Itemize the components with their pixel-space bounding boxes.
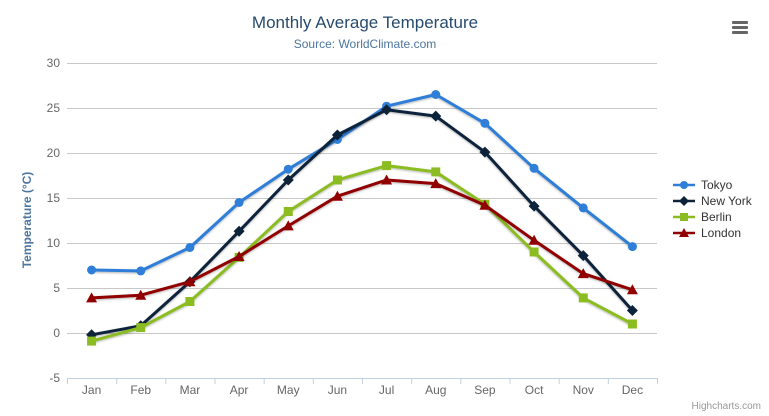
diamond-marker-icon[interactable] (679, 196, 689, 206)
data-point[interactable] (382, 161, 392, 171)
data-point[interactable] (430, 178, 442, 189)
x-tick-label: Jun (328, 383, 347, 397)
x-tick-label: Nov (573, 383, 594, 397)
x-tick-label: Apr (230, 383, 249, 397)
series-line (90, 178, 634, 300)
legend-label: Berlin (701, 210, 732, 224)
data-point[interactable] (578, 293, 588, 303)
data-point[interactable] (578, 203, 588, 213)
data-point[interactable] (331, 190, 343, 201)
data-point[interactable] (234, 198, 244, 207)
data-point[interactable] (331, 129, 343, 141)
data-point[interactable] (87, 336, 97, 346)
data-point[interactable] (185, 297, 195, 306)
data-point[interactable] (185, 243, 195, 252)
square-marker-icon[interactable] (680, 213, 688, 221)
chart-title: Monthly Average Temperature (251, 13, 479, 32)
x-tick-label: Jan (82, 383, 101, 397)
series-line (90, 108, 634, 337)
y-tick-label: 10 (47, 236, 61, 250)
data-point[interactable] (184, 276, 196, 287)
data-point[interactable] (430, 110, 442, 122)
data-point[interactable] (577, 268, 589, 279)
data-point[interactable] (626, 284, 638, 295)
x-tick-label: Oct (525, 383, 544, 397)
legend-item-london[interactable]: London (672, 225, 752, 241)
data-point[interactable] (332, 175, 342, 185)
data-point[interactable] (233, 251, 245, 261)
x-tick-label: Sep (474, 383, 496, 397)
square-marker-icon (673, 213, 695, 221)
x-tick-label: Dec (622, 383, 643, 397)
x-tick-label: Feb (130, 383, 151, 397)
data-point[interactable] (480, 118, 490, 128)
data-point[interactable] (479, 146, 491, 158)
data-point[interactable] (282, 174, 294, 186)
data-point[interactable] (626, 305, 638, 316)
legend-item-tokyo[interactable]: Tokyo (672, 177, 752, 193)
data-point[interactable] (282, 220, 294, 231)
x-tick-label: Mar (180, 383, 201, 397)
data-point[interactable] (283, 207, 293, 216)
legend-label: New York (701, 194, 752, 208)
x-tick-label: Aug (425, 383, 446, 397)
hamburger-icon[interactable] (732, 21, 748, 34)
data-point[interactable] (431, 167, 441, 177)
x-tick-label: May (277, 383, 300, 397)
circle-marker-icon[interactable] (680, 181, 688, 189)
data-point[interactable] (528, 200, 540, 212)
y-tick-label: -5 (49, 371, 60, 385)
y-tick-label: 30 (47, 56, 61, 70)
triangle-marker-icon[interactable] (679, 228, 689, 237)
diamond-marker-icon (673, 196, 695, 206)
data-point[interactable] (381, 174, 393, 185)
circle-marker-icon (673, 181, 695, 189)
series-tokyo (87, 90, 637, 276)
series-new-york (86, 104, 638, 341)
data-point[interactable] (479, 199, 491, 210)
credits-link[interactable]: Highcharts.com (691, 401, 761, 412)
triangle-marker-icon (673, 228, 695, 237)
data-point[interactable] (381, 104, 393, 116)
data-point[interactable] (577, 250, 589, 262)
hamburger-bar (732, 31, 748, 34)
data-point[interactable] (627, 319, 637, 329)
y-tick-label: 15 (47, 191, 61, 205)
data-point[interactable] (87, 265, 97, 275)
data-point[interactable] (627, 242, 637, 252)
series-london (86, 174, 638, 303)
chart-subtitle: Source: WorldClimate.com (293, 37, 437, 51)
data-point[interactable] (283, 164, 293, 174)
x-tick-label: Jul (379, 383, 394, 397)
data-point[interactable] (529, 163, 539, 173)
series-line (90, 164, 634, 343)
y-tick-label: 20 (47, 146, 61, 160)
data-point[interactable] (136, 266, 146, 276)
data-point[interactable] (233, 225, 245, 237)
data-point[interactable] (431, 90, 441, 99)
legend-item-new-york[interactable]: New York (672, 193, 752, 209)
data-point[interactable] (86, 292, 98, 303)
data-point[interactable] (528, 234, 540, 245)
y-tick-label: 25 (47, 101, 61, 115)
legend: Tokyo New York Berlin London (672, 177, 752, 241)
data-point[interactable] (529, 247, 539, 257)
legend-item-berlin[interactable]: Berlin (672, 209, 752, 225)
data-point[interactable] (136, 323, 146, 333)
y-tick-label: 5 (53, 281, 60, 295)
legend-label: Tokyo (701, 178, 733, 192)
y-tick-label: 0 (53, 326, 60, 340)
data-point[interactable] (135, 289, 147, 300)
hamburger-bar (732, 21, 748, 24)
series-berlin (87, 161, 637, 346)
hamburger-bar (732, 26, 748, 29)
y-axis-title: Temperature (°C) (20, 171, 34, 269)
legend-label: London (701, 226, 742, 240)
